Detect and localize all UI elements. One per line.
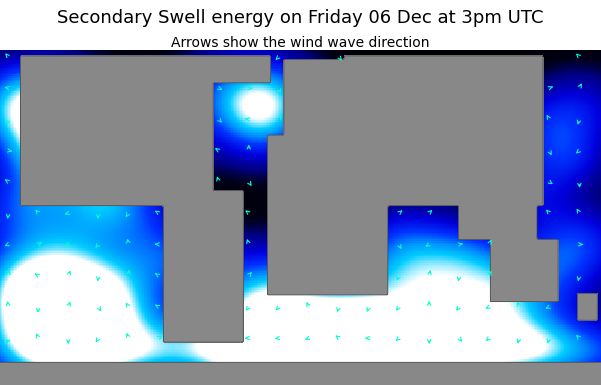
Text: Secondary Swell energy on Friday 06 Dec at 3pm UTC: Secondary Swell energy on Friday 06 Dec … (57, 8, 544, 27)
Text: Arrows show the wind wave direction: Arrows show the wind wave direction (171, 35, 430, 50)
